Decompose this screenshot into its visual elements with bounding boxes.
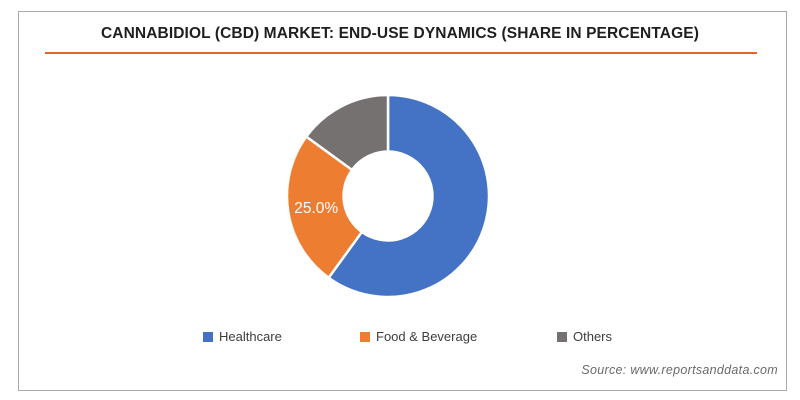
- legend-item-food-beverage: Food & Beverage: [360, 329, 477, 344]
- card-border: [18, 11, 787, 391]
- legend-label-others: Others: [573, 329, 613, 344]
- legend-swatch-healthcare: [203, 331, 213, 342]
- title-underline: [45, 52, 757, 54]
- chart-title: CANNABIDIOL (CBD) MARKET: END-USE DYNAMI…: [100, 25, 699, 42]
- legend-label-food-beverage: Food & Beverage: [376, 329, 478, 344]
- source-attribution: Source: www.reportsanddata.com: [581, 363, 778, 377]
- chart-legend: Healthcare Food & Beverage Others: [0, 329, 800, 347]
- legend-item-healthcare: Healthcare: [203, 329, 282, 344]
- donut-chart: 25.0%: [285, 93, 491, 299]
- donut-slice-1: [285, 135, 364, 279]
- donut-slice-2: [305, 93, 390, 172]
- legend-item-others: Others: [557, 329, 612, 344]
- donut-slice-0: [327, 93, 491, 299]
- legend-swatch-others: [557, 331, 567, 342]
- legend-swatch-food-beverage: [360, 331, 370, 342]
- slice-value-label: 25.0%: [294, 200, 338, 217]
- legend-label-healthcare: Healthcare: [219, 329, 282, 344]
